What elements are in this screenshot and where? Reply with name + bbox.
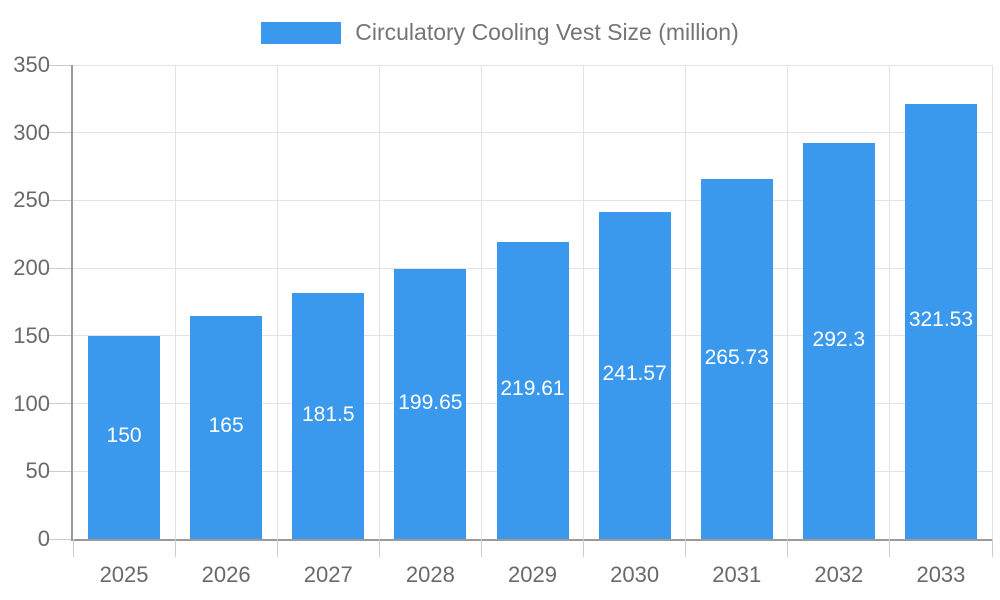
y-gridline <box>73 64 992 66</box>
bar-2027[interactable] <box>292 293 365 539</box>
x-axis-tick <box>378 539 380 557</box>
x-axis-tick <box>991 539 993 557</box>
bar-2025[interactable] <box>88 335 161 539</box>
x-tick-label: 2027 <box>303 562 353 587</box>
legend[interactable]: Circulatory Cooling Vest Size (million) <box>0 19 1000 46</box>
y-axis-tick <box>48 199 71 201</box>
y-tick-label: 350 <box>13 52 50 77</box>
y-axis-tick <box>48 335 71 337</box>
legend-label[interactable]: Circulatory Cooling Vest Size (million) <box>355 19 739 45</box>
x-tick-label: 2030 <box>610 562 660 587</box>
x-axis-line <box>71 539 992 541</box>
plot-area: 150 165 181.5 199.65 219.61 241.57 265.73 292.3… <box>48 64 993 557</box>
x-tick-label: 2032 <box>814 562 864 587</box>
y-axis-tick <box>48 267 71 269</box>
x-gridline <box>378 65 380 539</box>
bar-2029[interactable] <box>496 241 569 539</box>
x-tick-label: 2033 <box>916 562 966 587</box>
x-axis-tick <box>583 539 585 557</box>
x-gridline <box>480 65 482 539</box>
y-axis-tick <box>48 64 71 66</box>
x-tick-label: 2026 <box>201 562 251 587</box>
x-gridline <box>685 65 687 539</box>
y-axis-tick <box>48 538 71 540</box>
x-axis-tick <box>276 539 278 557</box>
bar-2030[interactable] <box>598 211 671 539</box>
y-tick-label: 100 <box>13 390 50 416</box>
x-gridline <box>583 65 585 539</box>
legend-swatch[interactable] <box>261 21 342 44</box>
bar-2028[interactable] <box>394 268 467 539</box>
x-axis-tick <box>174 539 176 557</box>
x-gridline <box>991 65 993 539</box>
x-tick-label: 2028 <box>405 562 455 587</box>
y-axis-tick <box>48 470 71 472</box>
bar-2031[interactable] <box>700 179 773 539</box>
x-gridline <box>889 65 891 539</box>
x-tick-label: 2025 <box>99 562 149 587</box>
x-axis-tick <box>889 539 891 557</box>
x-gridline <box>276 65 278 539</box>
y-gridline <box>73 199 992 201</box>
bar-2026[interactable] <box>190 315 263 539</box>
x-gridline <box>787 65 789 539</box>
y-tick-label: 300 <box>13 119 50 145</box>
bar-2033[interactable] <box>904 103 977 539</box>
x-gridline <box>174 65 176 539</box>
y-axis-tick <box>48 403 71 405</box>
y-tick-label: 150 <box>13 322 50 348</box>
y-tick-label: 0 <box>37 526 50 551</box>
y-axis-line <box>71 65 73 539</box>
y-tick-label: 200 <box>13 255 50 281</box>
y-axis-tick <box>48 132 71 134</box>
x-axis-tick <box>480 539 482 557</box>
x-tick-label: 2029 <box>508 562 557 587</box>
x-tick-label: 2031 <box>712 562 762 587</box>
x-axis-tick <box>72 539 74 557</box>
y-gridline <box>73 132 992 134</box>
x-axis-tick <box>685 539 687 557</box>
bar-2032[interactable] <box>802 143 875 539</box>
x-axis-tick <box>787 539 789 557</box>
y-tick-label: 250 <box>13 187 50 213</box>
y-tick-label: 50 <box>25 458 50 484</box>
